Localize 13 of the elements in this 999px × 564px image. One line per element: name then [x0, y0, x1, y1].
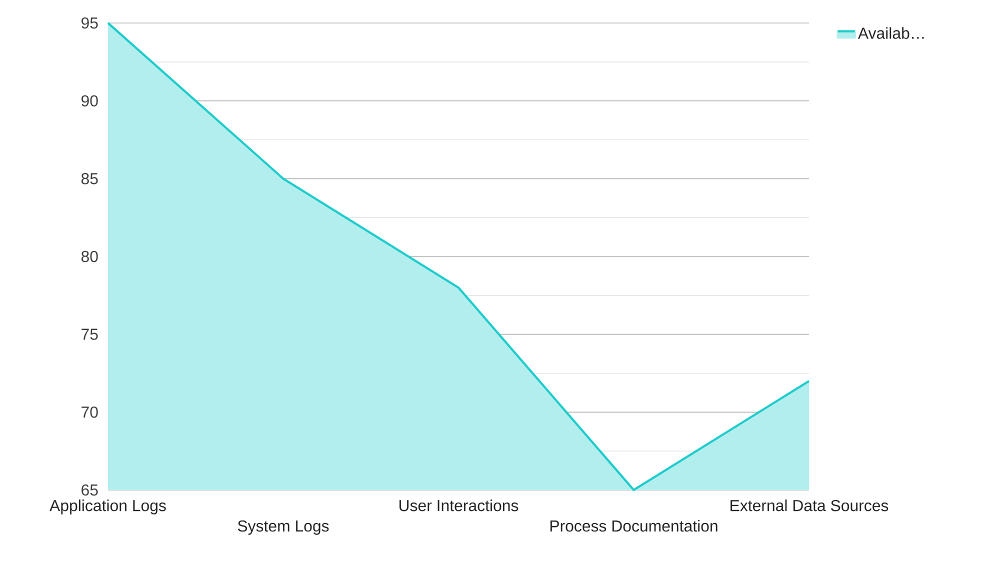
x-tick-label: Application Logs [50, 500, 166, 514]
y-tick-label: 80 [81, 250, 98, 262]
x-tick-label: System Logs [238, 520, 329, 535]
y-tick-label: 95 [82, 17, 98, 29]
y-tick-label: 70 [82, 406, 98, 418]
y-tick-label: 65 [82, 484, 98, 496]
legend-label: Availab… [858, 27, 924, 39]
y-tick-label: 85 [81, 173, 98, 184]
y-tick-label: 75 [82, 328, 98, 340]
x-tick-label: Process Documentation [550, 520, 718, 532]
x-tick-label: External Data Sources [730, 500, 888, 512]
x-tick-label: User Interactions [399, 500, 518, 512]
y-tick-label: 90 [82, 95, 98, 106]
